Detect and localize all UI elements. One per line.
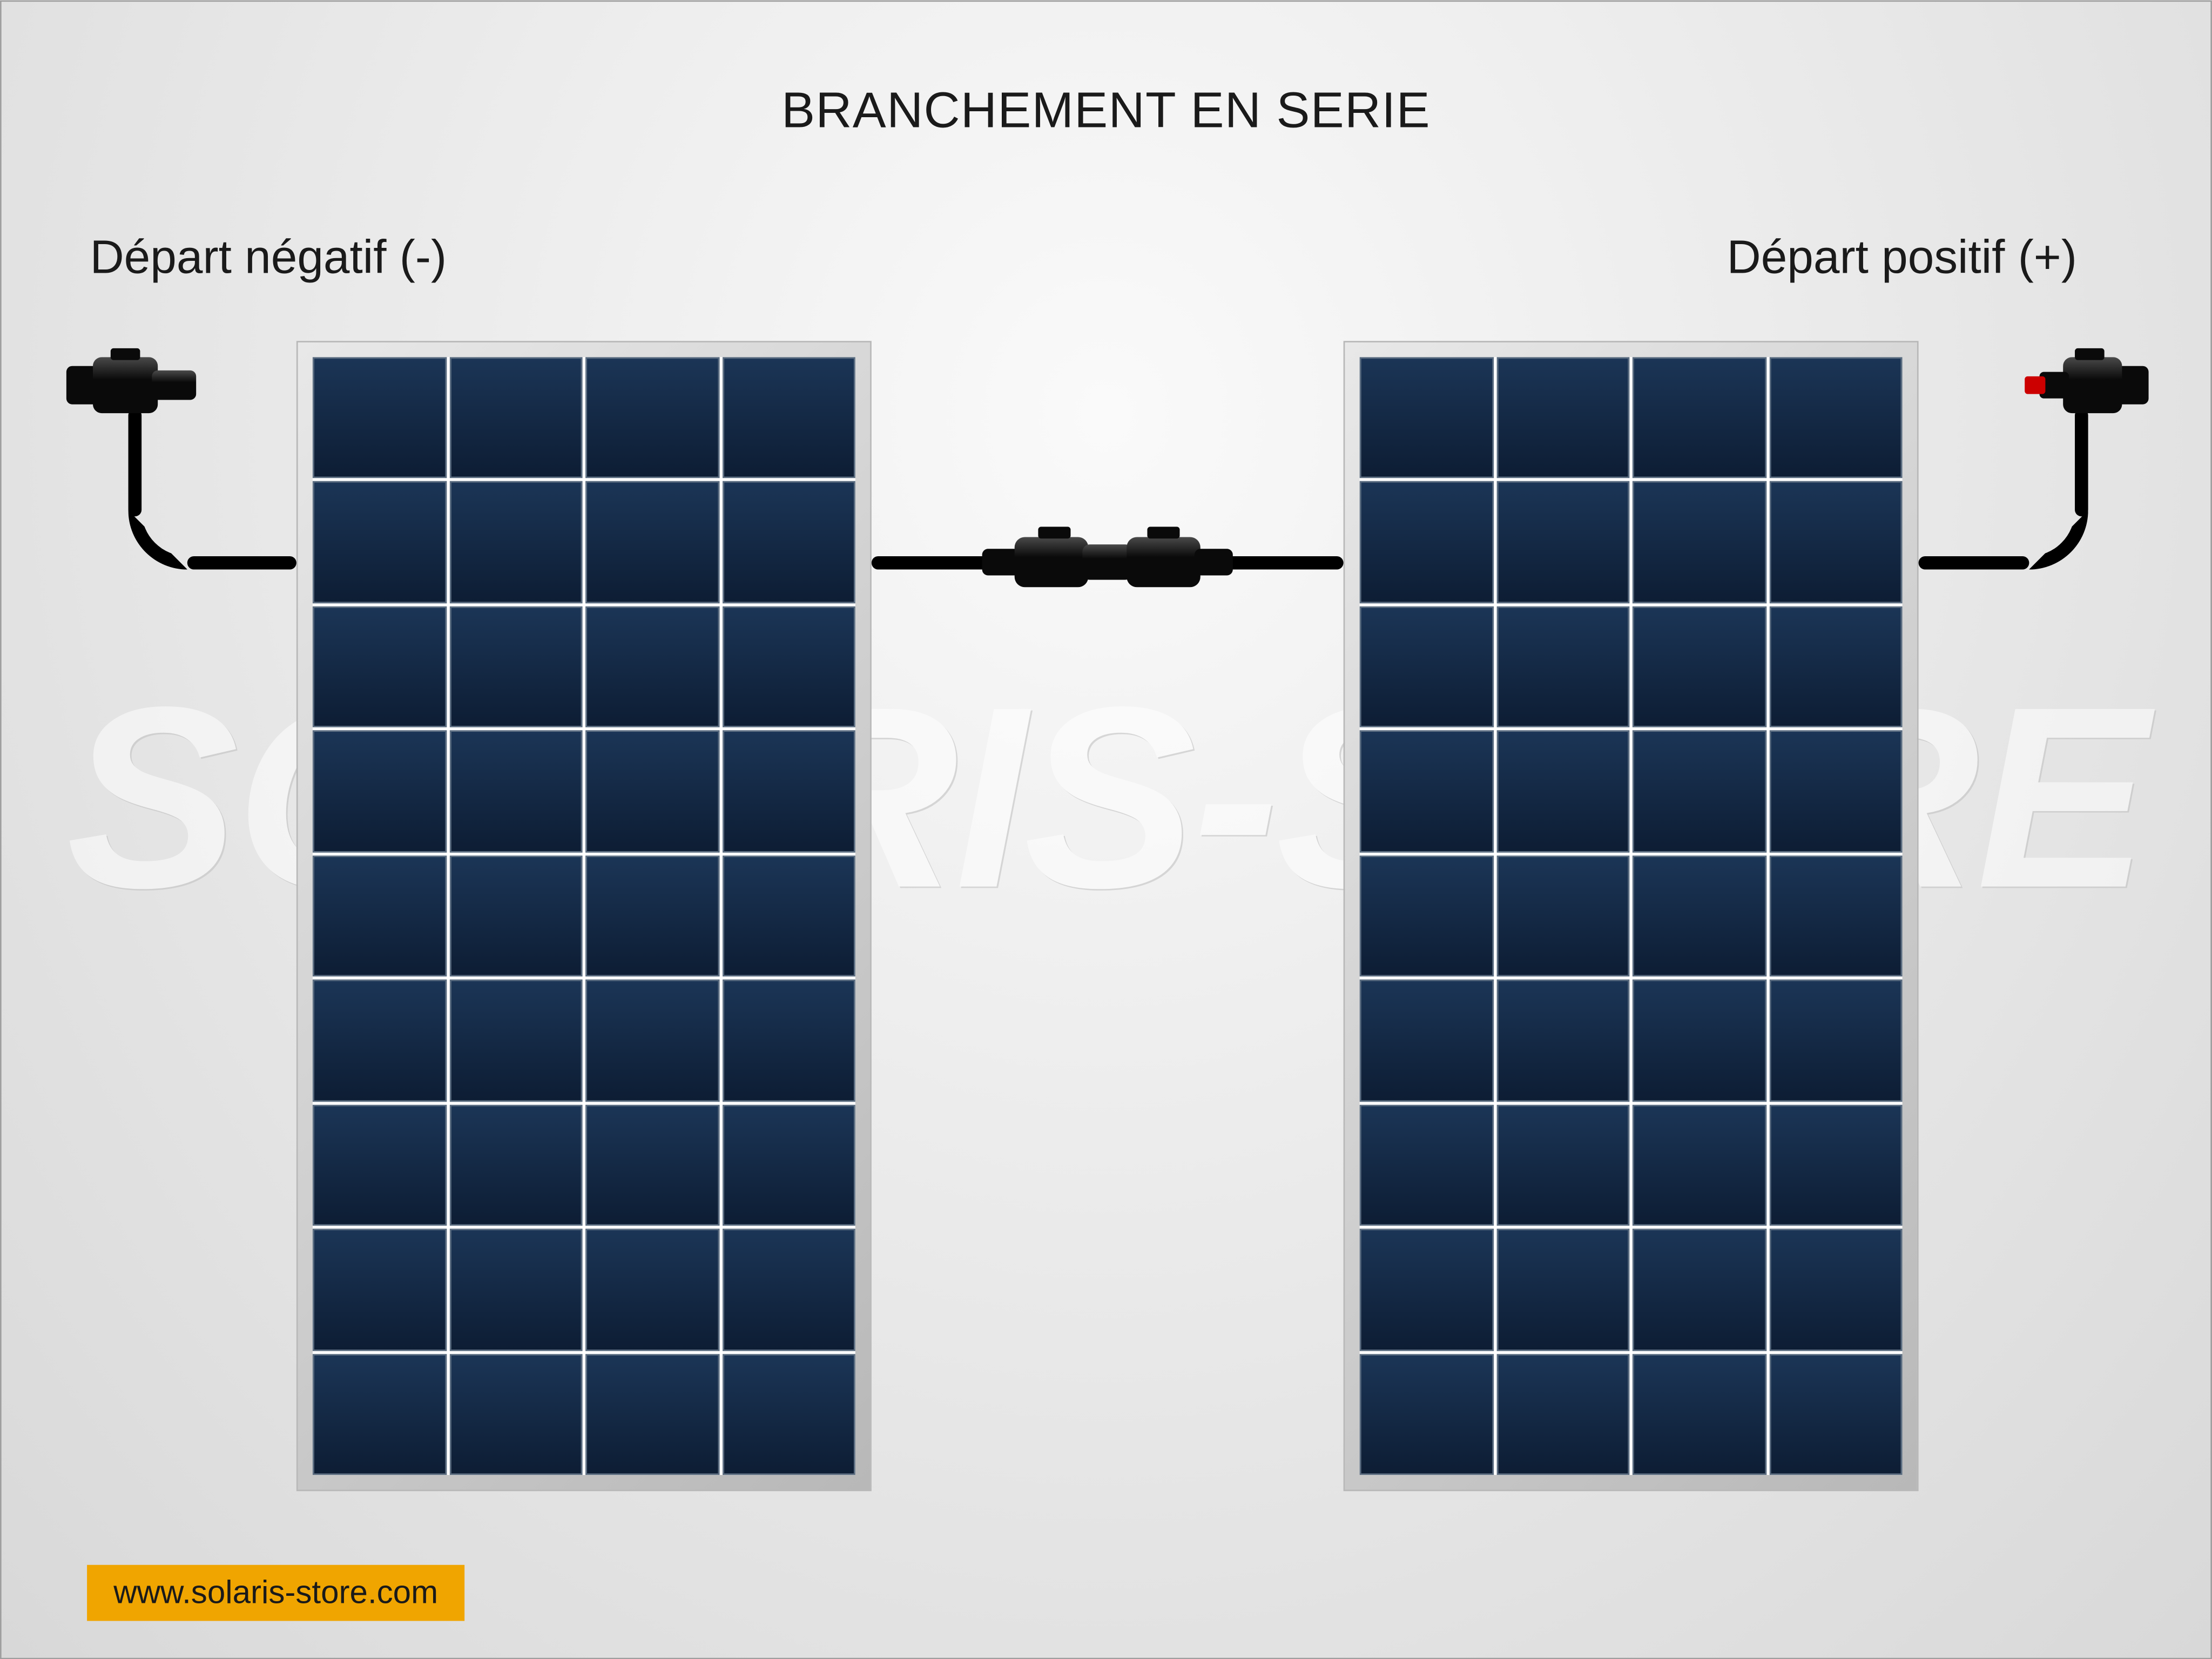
solar-cell	[722, 1104, 855, 1225]
solar-cell	[585, 1353, 719, 1475]
solar-cell	[585, 731, 719, 852]
solar-cell	[1633, 481, 1766, 603]
solar-cell	[1769, 481, 1902, 603]
solar-cell	[585, 855, 719, 976]
page-title: BRANCHEMENT EN SERIE	[2, 83, 2211, 140]
solar-cell	[449, 980, 582, 1101]
label-negative: Départ négatif (-)	[90, 230, 447, 285]
solar-cell	[1769, 606, 1902, 727]
solar-cell	[722, 606, 855, 727]
solar-cell	[585, 980, 719, 1101]
solar-cell	[1360, 606, 1493, 727]
solar-cell	[1633, 357, 1766, 478]
diagram-stage: SOLARIS-STORE BRANCHEMENT EN SERIE Dépar…	[0, 0, 2212, 1659]
solar-cell	[722, 1353, 855, 1475]
solar-cell	[1633, 1229, 1766, 1350]
solar-cell	[1496, 731, 1629, 852]
solar-cell	[1496, 980, 1629, 1101]
solar-cell	[722, 731, 855, 852]
panel-cells	[313, 357, 855, 1475]
solar-cell	[1360, 481, 1493, 603]
solar-cell	[449, 855, 582, 976]
solar-cell	[1360, 1104, 1493, 1225]
solar-cell	[1496, 1229, 1629, 1350]
solar-cell	[585, 1104, 719, 1225]
solar-panel-left	[296, 341, 872, 1491]
solar-cell	[313, 855, 446, 976]
solar-cell	[1769, 357, 1902, 478]
solar-cell	[1496, 481, 1629, 603]
solar-cell	[449, 357, 582, 478]
solar-cell	[1496, 1353, 1629, 1475]
solar-cell	[313, 980, 446, 1101]
solar-cell	[313, 357, 446, 478]
solar-cell	[722, 980, 855, 1101]
solar-cell	[1769, 1353, 1902, 1475]
solar-cell	[1360, 980, 1493, 1101]
solar-cell	[1360, 1229, 1493, 1350]
solar-cell	[1360, 731, 1493, 852]
solar-cell	[1360, 855, 1493, 976]
solar-cell	[1633, 980, 1766, 1101]
solar-cell	[449, 481, 582, 603]
solar-cell	[1496, 606, 1629, 727]
mc4-female-connector-icon	[66, 357, 199, 413]
solar-cell	[1360, 357, 1493, 478]
mc4-connector-pair-icon	[982, 534, 1233, 590]
solar-cell	[449, 1104, 582, 1225]
solar-cell	[1769, 1104, 1902, 1225]
solar-cell	[1769, 980, 1902, 1101]
solar-cell	[313, 606, 446, 727]
solar-cell	[722, 357, 855, 478]
solar-cell	[585, 1229, 719, 1350]
solar-cell	[1769, 855, 1902, 976]
solar-cell	[1769, 731, 1902, 852]
solar-cell	[1496, 1104, 1629, 1225]
solar-cell	[585, 481, 719, 603]
solar-cell	[722, 481, 855, 603]
solar-cell	[313, 1104, 446, 1225]
solar-cell	[313, 481, 446, 603]
panel-inner	[313, 357, 855, 1475]
source-url-badge: www.solaris-store.com	[87, 1564, 464, 1621]
solar-cell	[722, 855, 855, 976]
solar-cell	[1633, 855, 1766, 976]
solar-cell	[1496, 855, 1629, 976]
solar-panel-right	[1344, 341, 1919, 1491]
solar-cell	[585, 606, 719, 727]
panel-cells	[1360, 357, 1903, 1475]
solar-cell	[1633, 731, 1766, 852]
solar-cell	[1633, 606, 1766, 727]
solar-cell	[313, 1229, 446, 1350]
solar-cell	[585, 357, 719, 478]
mc4-male-connector-icon	[2016, 357, 2149, 413]
solar-cell	[1769, 1229, 1902, 1350]
solar-cell	[313, 1353, 446, 1475]
solar-cell	[1633, 1104, 1766, 1225]
solar-cell	[1633, 1353, 1766, 1475]
solar-cell	[722, 1229, 855, 1350]
solar-cell	[449, 731, 582, 852]
solar-cell	[449, 1229, 582, 1350]
panel-inner	[1360, 357, 1903, 1475]
solar-cell	[449, 606, 582, 727]
label-positive: Départ positif (+)	[1727, 230, 2077, 285]
solar-cell	[1496, 357, 1629, 478]
solar-cell	[313, 731, 446, 852]
solar-cell	[449, 1353, 582, 1475]
solar-cell	[1360, 1353, 1493, 1475]
